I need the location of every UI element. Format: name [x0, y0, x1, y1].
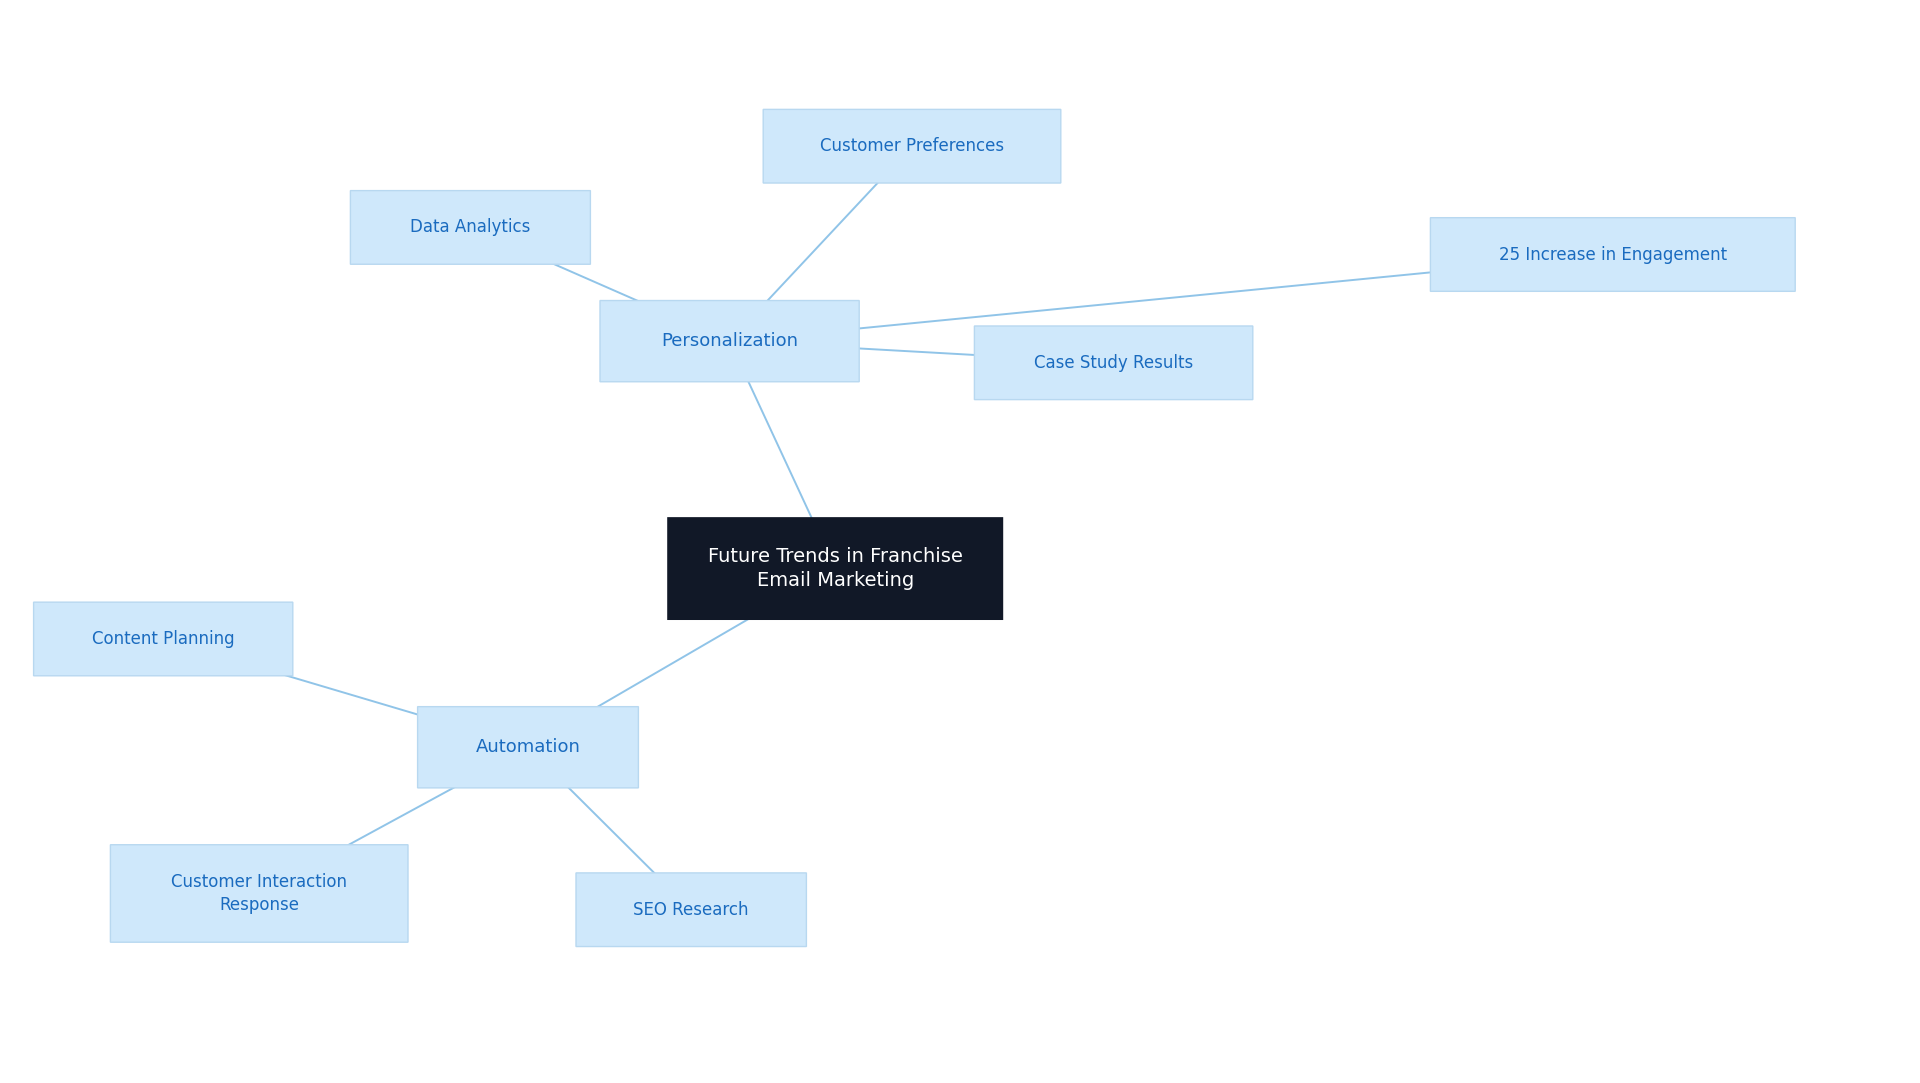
Text: Content Planning: Content Planning: [92, 630, 234, 648]
Text: Personalization: Personalization: [660, 332, 799, 350]
Text: Automation: Automation: [476, 739, 580, 756]
FancyBboxPatch shape: [576, 873, 806, 947]
FancyBboxPatch shape: [35, 602, 294, 676]
FancyBboxPatch shape: [111, 845, 409, 942]
Text: Data Analytics: Data Analytics: [411, 219, 530, 236]
FancyBboxPatch shape: [762, 109, 1060, 183]
FancyBboxPatch shape: [599, 300, 860, 381]
FancyBboxPatch shape: [1430, 218, 1795, 291]
Text: Case Study Results: Case Study Results: [1035, 354, 1192, 371]
Text: 25 Increase in Engagement: 25 Increase in Engagement: [1500, 246, 1726, 263]
FancyBboxPatch shape: [973, 326, 1252, 400]
FancyBboxPatch shape: [419, 706, 637, 788]
Text: Customer Interaction
Response: Customer Interaction Response: [171, 873, 348, 914]
Text: SEO Research: SEO Research: [634, 901, 749, 918]
Text: Customer Preferences: Customer Preferences: [820, 138, 1004, 155]
FancyBboxPatch shape: [349, 191, 591, 264]
FancyBboxPatch shape: [668, 518, 1002, 619]
Text: Future Trends in Franchise
Email Marketing: Future Trends in Franchise Email Marketi…: [708, 547, 962, 590]
